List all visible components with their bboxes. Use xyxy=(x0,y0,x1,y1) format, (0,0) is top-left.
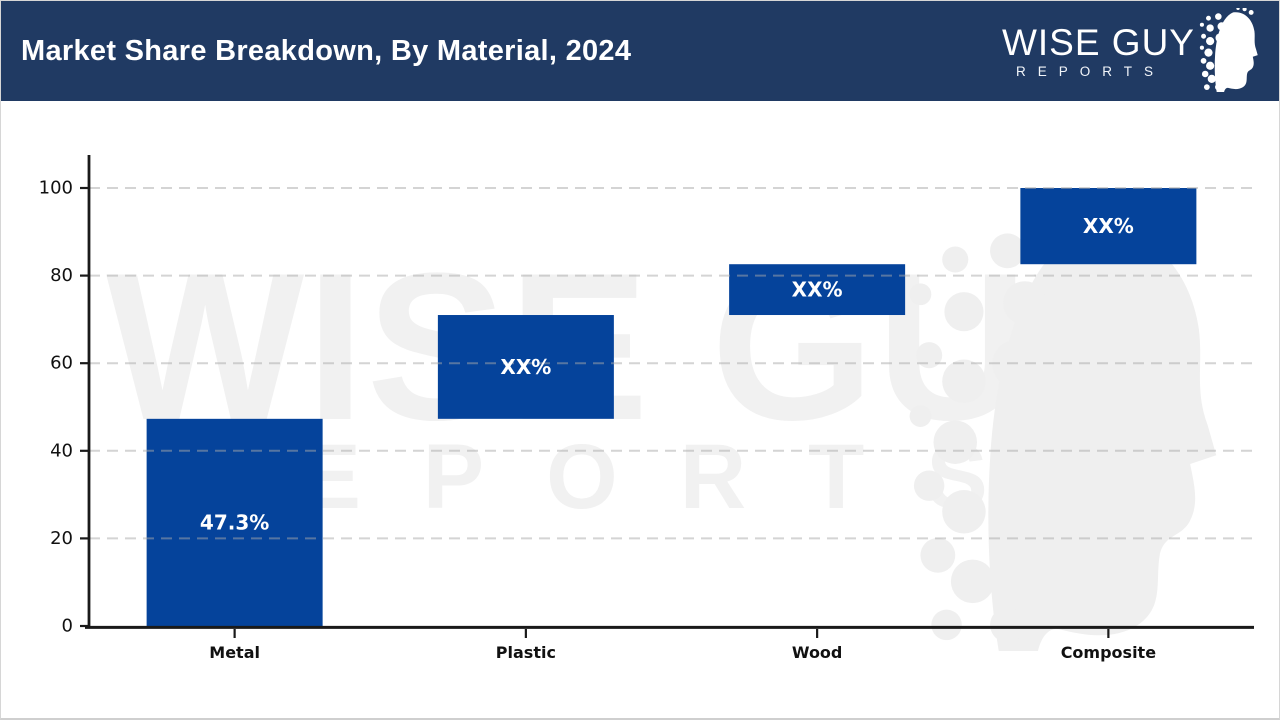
y-tick-label-80: 80 xyxy=(50,265,73,286)
page-title: Market Share Breakdown, By Material, 202… xyxy=(21,34,632,67)
bar-label-wood: XX% xyxy=(792,278,843,302)
bar-plastic xyxy=(437,315,614,419)
axes xyxy=(80,155,1254,638)
wiseguy-logo: WISE GUY REPORTS xyxy=(1002,8,1261,94)
waterfall-chart: 0 20 40 60 80 100 Metal Plastic Wood Composite 47.… xyxy=(39,155,1254,663)
y-tick-label-20: 20 xyxy=(50,528,73,549)
labels: 0 20 40 60 80 100 Metal Plastic Wood Composite 47.… xyxy=(39,178,1157,663)
wiseguy-head-icon xyxy=(1199,8,1258,93)
header: Market Share Breakdown, By Material, 202… xyxy=(1,1,1279,101)
logo-wordmark: WISE GUY xyxy=(1001,21,1195,63)
x-label-plastic: Plastic xyxy=(496,643,556,662)
y-tick-label-40: 40 xyxy=(50,440,73,461)
y-tick-label-100: 100 xyxy=(39,178,73,199)
x-label-wood: Wood xyxy=(792,643,843,662)
y-tick-label-0: 0 xyxy=(62,616,73,637)
bar-wood xyxy=(729,264,906,316)
bar-label-plastic: XX% xyxy=(500,355,551,379)
bar-metal xyxy=(146,418,323,626)
y-tick-label-60: 60 xyxy=(50,353,73,374)
wiseguy-logo-text: WISE GUY REPORTS xyxy=(1002,24,1195,79)
bars-group xyxy=(146,188,1197,626)
bar-label-composite: XX% xyxy=(1083,214,1134,238)
bar-label-metal: 47.3% xyxy=(200,510,269,534)
chart-area: WISE GUY REPORTS 0 20 40 60 80 100 Metal Plasti… xyxy=(1,101,1279,718)
bar-composite xyxy=(1020,188,1197,265)
x-label-composite: Composite xyxy=(1061,643,1157,662)
gridlines xyxy=(89,187,1254,540)
x-label-metal: Metal xyxy=(209,643,260,662)
logo-subtitle: REPORTS xyxy=(1015,63,1165,79)
